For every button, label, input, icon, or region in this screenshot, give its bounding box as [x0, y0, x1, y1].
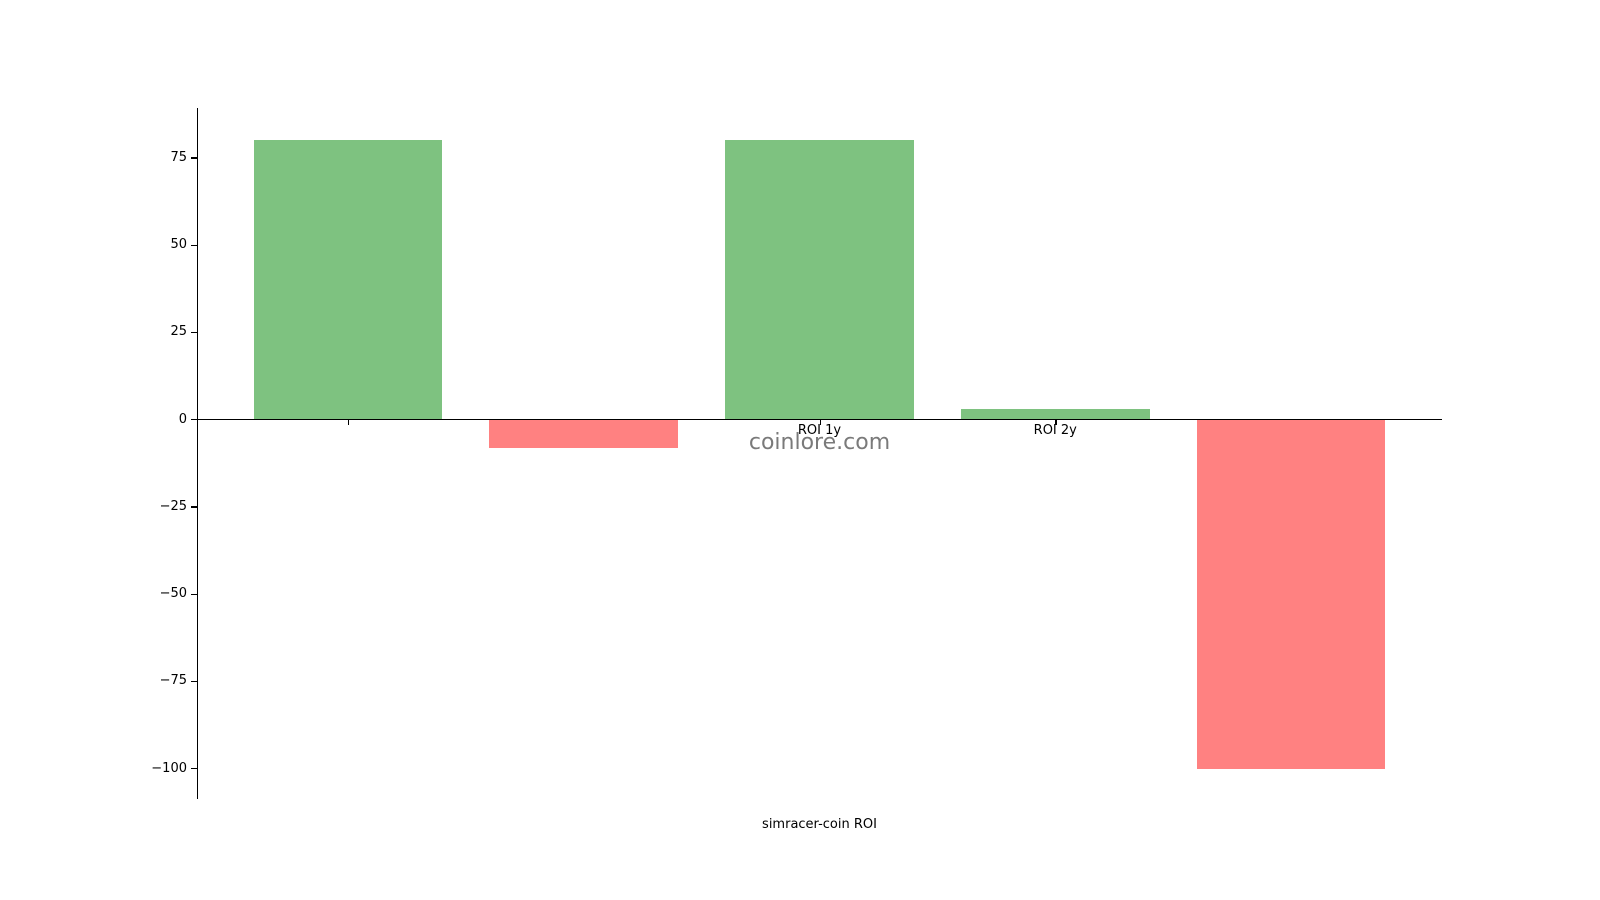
- x-tick-mark: [347, 420, 350, 425]
- y-tick-label: 25: [170, 324, 187, 340]
- x-tick-label-roi-2y: ROI 2y: [1033, 423, 1077, 438]
- y-tick-mark: [191, 593, 197, 595]
- x-tick-label-roi-1y: ROI 1y: [797, 423, 842, 438]
- bar-roi-2y: [960, 408, 1150, 419]
- bar-series-4: [1196, 420, 1386, 770]
- bar-roi-1y: [725, 139, 914, 419]
- bar-series-1: [489, 420, 678, 449]
- y-tick-label: −100: [151, 760, 187, 776]
- y-tick-label: −50: [159, 586, 187, 601]
- y-tick-mark: [191, 680, 197, 683]
- chart-title: simracer-coin ROI: [762, 817, 877, 832]
- y-tick-mark: [191, 331, 197, 334]
- bar-series-0: [253, 139, 443, 419]
- y-axis-spine: [197, 108, 199, 800]
- y-tick-label: 75: [170, 149, 187, 165]
- x-axis-zero-line: [197, 419, 1442, 421]
- x-tick-mark: [819, 420, 821, 425]
- y-tick-label: 50: [170, 237, 187, 252]
- y-tick-mark: [191, 157, 197, 159]
- x-tick-mark: [1055, 420, 1057, 425]
- y-tick-label: 0: [178, 411, 187, 427]
- y-tick-label: −75: [159, 673, 187, 689]
- y-tick-mark: [191, 419, 197, 421]
- y-tick-label: −25: [159, 498, 187, 514]
- y-tick-mark: [191, 506, 197, 508]
- y-tick-mark: [191, 768, 197, 770]
- watermark-text: coinlore.com: [748, 430, 891, 455]
- y-tick-mark: [191, 244, 197, 246]
